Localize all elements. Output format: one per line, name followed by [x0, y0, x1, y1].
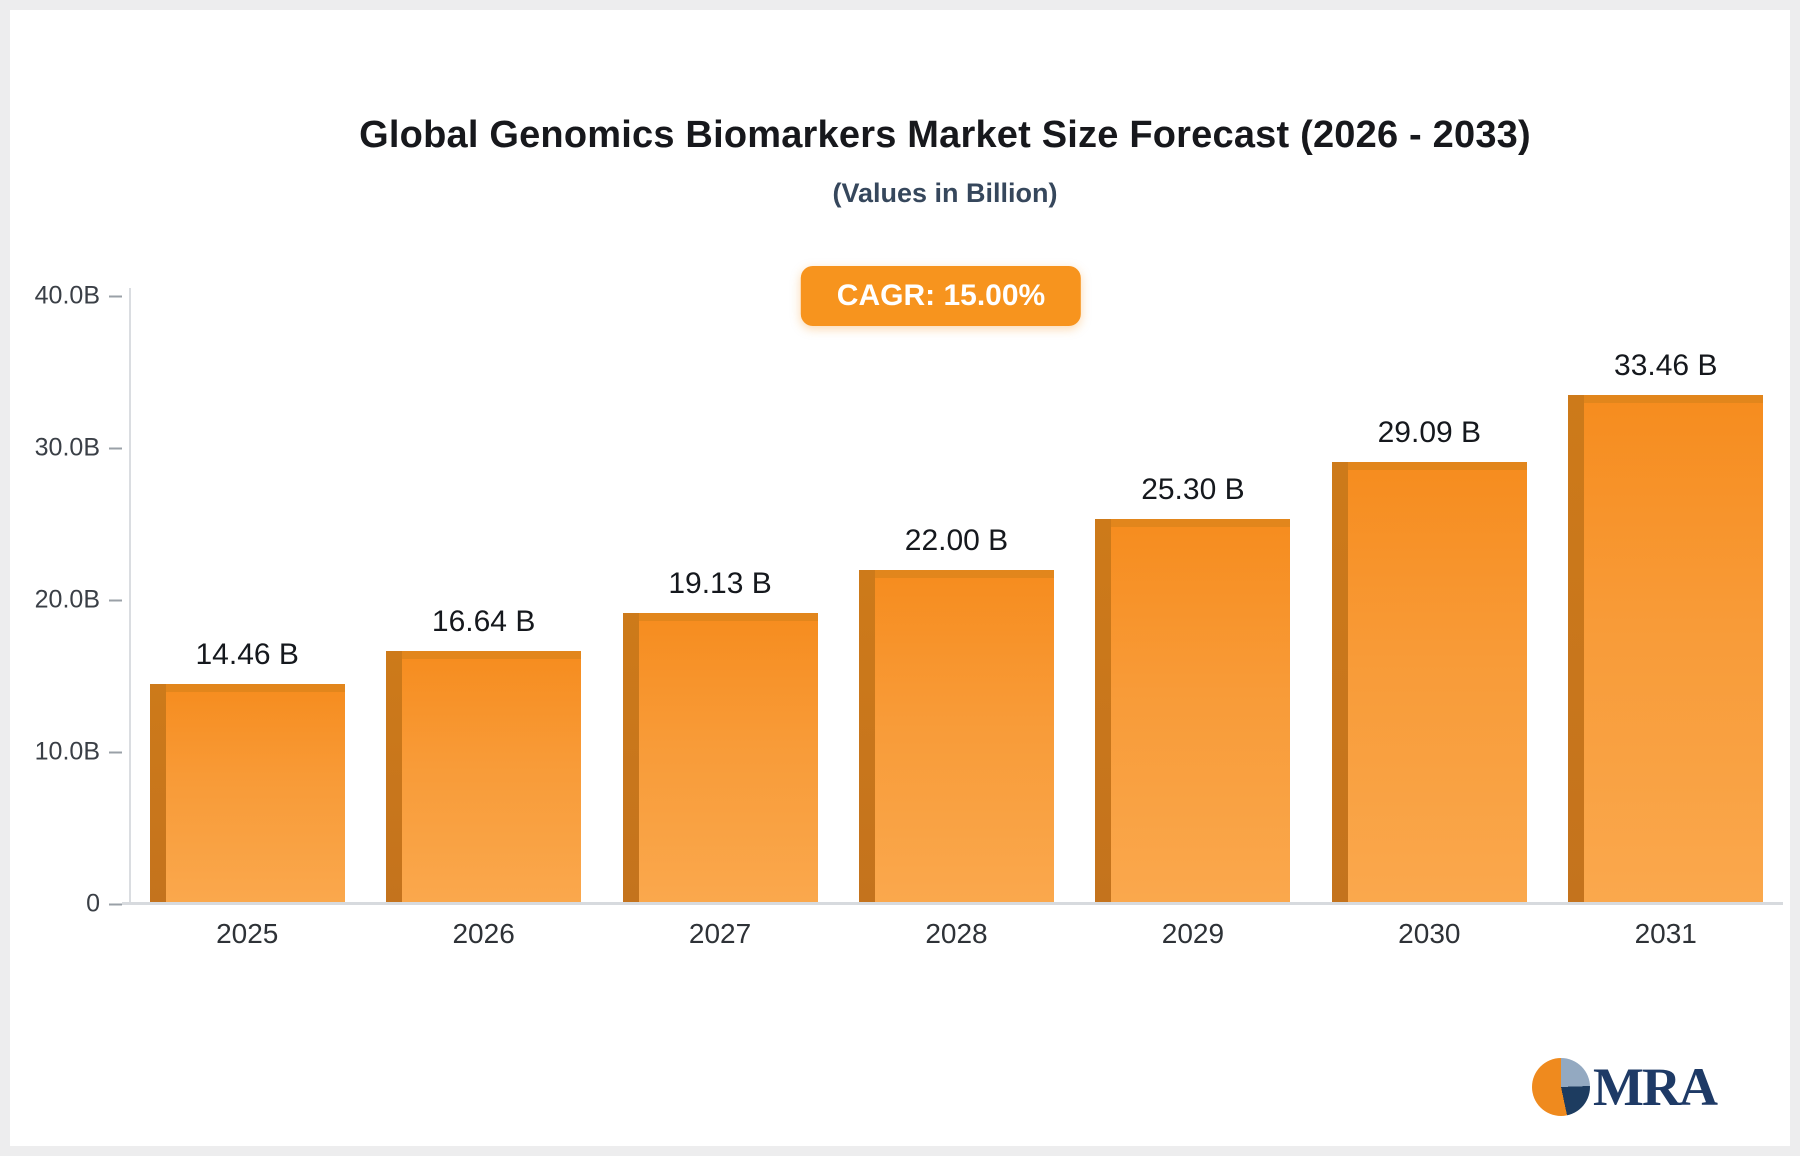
x-axis-label: 2031	[1634, 918, 1697, 949]
bar-value-label: 16.64 B	[431, 605, 536, 639]
bar-2027	[622, 613, 818, 904]
bars-area: 14.46 B 16.64 B 19.13 B 22.00 B 25.30 B 29.09…	[129, 296, 1784, 904]
y-tick-label: 10.0B	[34, 737, 100, 766]
cagr-badge: CAGR: 15.00%	[800, 266, 1082, 326]
bar-side-face	[1331, 461, 1348, 904]
bar-cell: 14.46 B	[129, 296, 365, 904]
y-tick-mark	[109, 751, 122, 753]
x-axis-label: 2029	[1161, 918, 1225, 949]
y-tick: 0	[86, 890, 122, 919]
y-tick: 10.0B	[35, 738, 122, 767]
bar-cell: 25.30 B	[1075, 296, 1311, 904]
bar-cell: 29.09 B	[1311, 296, 1547, 904]
y-tick-label: 40.0B	[34, 281, 100, 310]
bar-top-face	[1347, 461, 1527, 470]
brand-name: MRA	[1593, 1057, 1718, 1117]
bar-value-label: 19.13 B	[668, 567, 772, 601]
bar-cell: 22.00 B	[838, 296, 1074, 904]
bar-2028	[858, 569, 1054, 904]
bar-side-face	[858, 569, 875, 904]
bar-2030	[1331, 461, 1527, 904]
bar-value-label: 33.46 B	[1614, 349, 1718, 383]
x-axis-label: 2027	[688, 918, 752, 949]
brand-logo: MRA	[1532, 1056, 1718, 1118]
y-tick: 40.0B	[35, 282, 122, 311]
brand-pie-icon	[1532, 1058, 1590, 1116]
chart-subtitle: (Values in Billion)	[832, 178, 1058, 208]
bar-top-face	[1584, 395, 1764, 404]
y-tick-label: 30.0B	[34, 433, 100, 462]
x-axis-label: 2028	[925, 918, 988, 949]
y-tick-label: 0	[86, 889, 100, 918]
y-tick-label: 20.0B	[34, 585, 100, 614]
bar-side-face	[1568, 395, 1585, 904]
x-axis-label: 2026	[452, 918, 515, 949]
bar-side-face	[386, 651, 403, 904]
bar-value-label: 25.30 B	[1141, 473, 1245, 507]
bar-side-face	[149, 684, 166, 904]
bar-top-face	[165, 684, 345, 693]
bar-top-face	[1111, 519, 1291, 528]
bar-chart-plot-area: 14.46 B 16.64 B 19.13 B 22.00 B 25.30 B 29.09…	[129, 296, 1784, 904]
bar-top-face	[402, 651, 582, 660]
bar-side-face	[1095, 519, 1112, 904]
y-axis-ticks: 40.0B 30.0B 20.0B 10.0B 0	[10, 282, 122, 918]
y-axis-line	[129, 288, 131, 904]
bar-2025	[149, 684, 345, 904]
bar-value-label: 22.00 B	[904, 523, 1009, 557]
x-axis-labels: 2025 2026 2027 2028 2029 2030 2031	[129, 918, 1784, 950]
bar-cell: 19.13 B	[602, 296, 838, 904]
y-tick-mark	[109, 447, 122, 449]
bar-cell: 16.64 B	[365, 296, 601, 904]
bar-value-label: 29.09 B	[1377, 415, 1482, 449]
y-tick-mark	[109, 903, 122, 905]
y-tick: 30.0B	[35, 434, 122, 463]
bar-2029	[1095, 519, 1291, 904]
bar-value-label: 14.46 B	[195, 638, 299, 672]
bar-side-face	[622, 613, 639, 904]
bar-2031	[1568, 395, 1764, 904]
y-tick: 20.0B	[35, 586, 122, 615]
chart-title: Global Genomics Biomarkers Market Size F…	[359, 114, 1531, 156]
x-axis-label: 2025	[216, 918, 279, 949]
y-tick-mark	[109, 295, 122, 297]
bar-top-face	[638, 613, 818, 622]
bar-cell: 33.46 B	[1548, 296, 1784, 904]
chart-card: Global Genomics Biomarkers Market Size F…	[10, 10, 1790, 1146]
bar-2026	[386, 651, 582, 904]
x-axis-label: 2030	[1398, 918, 1461, 949]
bar-top-face	[874, 569, 1054, 578]
y-tick-mark	[109, 599, 122, 601]
x-axis-line	[122, 902, 1783, 905]
